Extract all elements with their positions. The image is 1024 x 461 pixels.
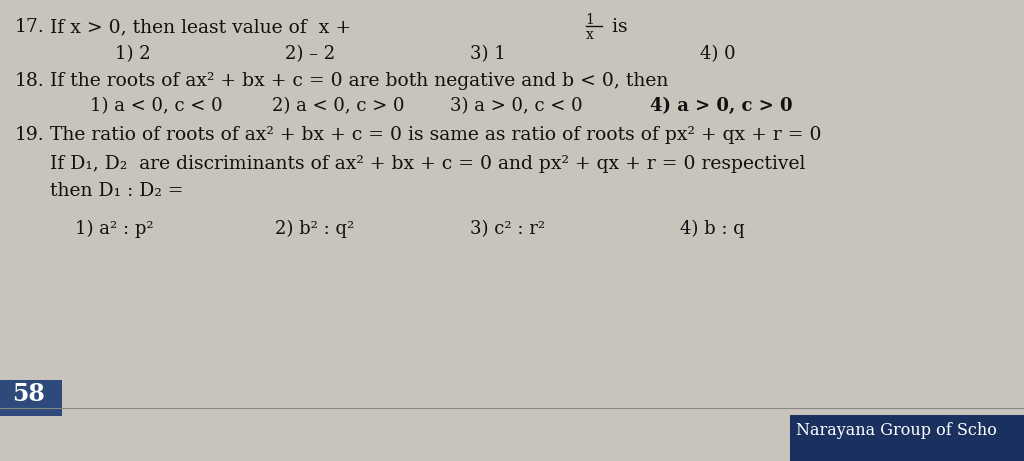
- Text: 3) 1: 3) 1: [470, 45, 506, 63]
- Text: 1: 1: [586, 13, 595, 27]
- Text: 1) a² : p²: 1) a² : p²: [75, 220, 154, 238]
- Text: 1) a < 0, c < 0: 1) a < 0, c < 0: [90, 97, 222, 115]
- Text: 3) a > 0, c < 0: 3) a > 0, c < 0: [450, 97, 583, 115]
- Text: x: x: [586, 28, 594, 42]
- Text: Narayana Group of Scho: Narayana Group of Scho: [796, 422, 997, 439]
- Text: 4) b : q: 4) b : q: [680, 220, 744, 238]
- Text: 4) 0: 4) 0: [700, 45, 735, 63]
- Text: 19.: 19.: [15, 126, 45, 144]
- Text: 2) b² : q²: 2) b² : q²: [275, 220, 354, 238]
- Text: is: is: [606, 18, 628, 36]
- Text: 3) c² : r²: 3) c² : r²: [470, 220, 545, 238]
- Text: 18.: 18.: [15, 72, 45, 90]
- Text: 2) a < 0, c > 0: 2) a < 0, c > 0: [272, 97, 404, 115]
- Text: 4) a > 0, c > 0: 4) a > 0, c > 0: [650, 97, 793, 115]
- Text: 58: 58: [12, 382, 45, 406]
- Text: 2) – 2: 2) – 2: [285, 45, 335, 63]
- Text: The ratio of roots of ax² + bx + c = 0 is same as ratio of roots of px² + qx + r: The ratio of roots of ax² + bx + c = 0 i…: [50, 126, 821, 144]
- Text: then D₁ : D₂ =: then D₁ : D₂ =: [50, 182, 183, 200]
- Text: If x > 0, then least value of  x +: If x > 0, then least value of x +: [50, 18, 351, 36]
- FancyBboxPatch shape: [0, 380, 62, 416]
- Text: 1) 2: 1) 2: [115, 45, 151, 63]
- Text: 17.: 17.: [15, 18, 45, 36]
- Text: If the roots of ax² + bx + c = 0 are both negative and b < 0, then: If the roots of ax² + bx + c = 0 are bot…: [50, 72, 669, 90]
- Text: If D₁, D₂  are discriminants of ax² + bx + c = 0 and px² + qx + r = 0 respective: If D₁, D₂ are discriminants of ax² + bx …: [50, 155, 805, 173]
- FancyBboxPatch shape: [790, 415, 1024, 461]
